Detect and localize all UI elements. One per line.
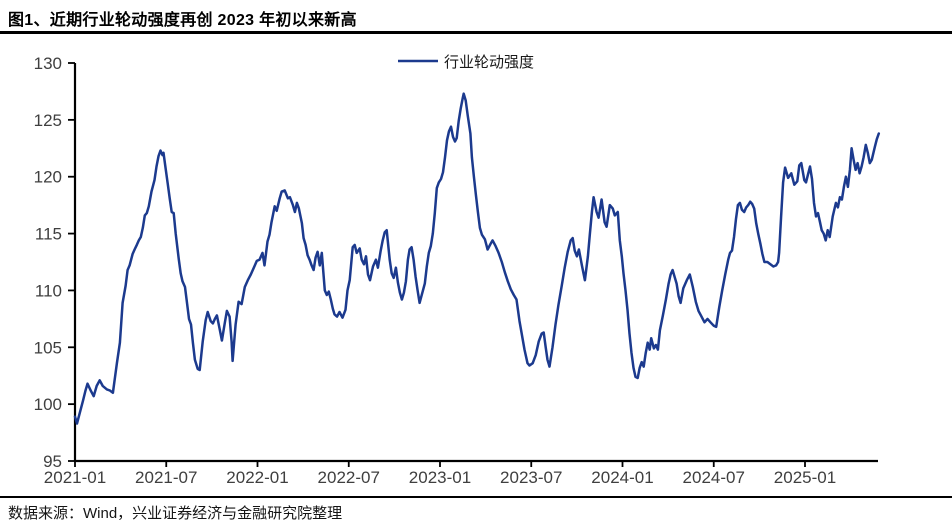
x-tick-label: 2024-01 <box>591 468 653 487</box>
y-tick-label: 125 <box>34 111 62 130</box>
x-tick-label: 2021-07 <box>135 468 197 487</box>
legend-label: 行业轮动强度 <box>444 54 534 71</box>
y-tick-label: 130 <box>34 54 62 73</box>
x-tick-label: 2024-07 <box>683 468 745 487</box>
y-tick-label: 100 <box>34 395 62 414</box>
series-line-industry-rotation-intensity <box>73 92 881 425</box>
figure-title: 图1、近期行业轮动强度再创 2023 年初以来新高 <box>8 12 357 29</box>
y-tick-label: 110 <box>35 281 62 300</box>
x-tick-label: 2025-01 <box>774 468 836 487</box>
y-tick-label: 105 <box>34 338 62 357</box>
x-tick-label: 2023-07 <box>500 468 562 487</box>
x-tick-label: 2021-01 <box>44 468 106 487</box>
data-source-note: 数据来源：Wind，兴业证券经济与金融研究院整理 <box>8 505 343 522</box>
y-tick-label: 120 <box>34 168 62 187</box>
y-tick-label: 115 <box>35 225 62 244</box>
x-tick-label: 2023-01 <box>409 468 471 487</box>
title-divider <box>0 31 952 34</box>
x-tick-label: 2022-01 <box>226 468 288 487</box>
x-tick-label: 2022-07 <box>318 468 380 487</box>
axis-spines <box>73 63 878 463</box>
footer-divider <box>0 496 952 498</box>
y-tick-label: 95 <box>43 452 62 471</box>
